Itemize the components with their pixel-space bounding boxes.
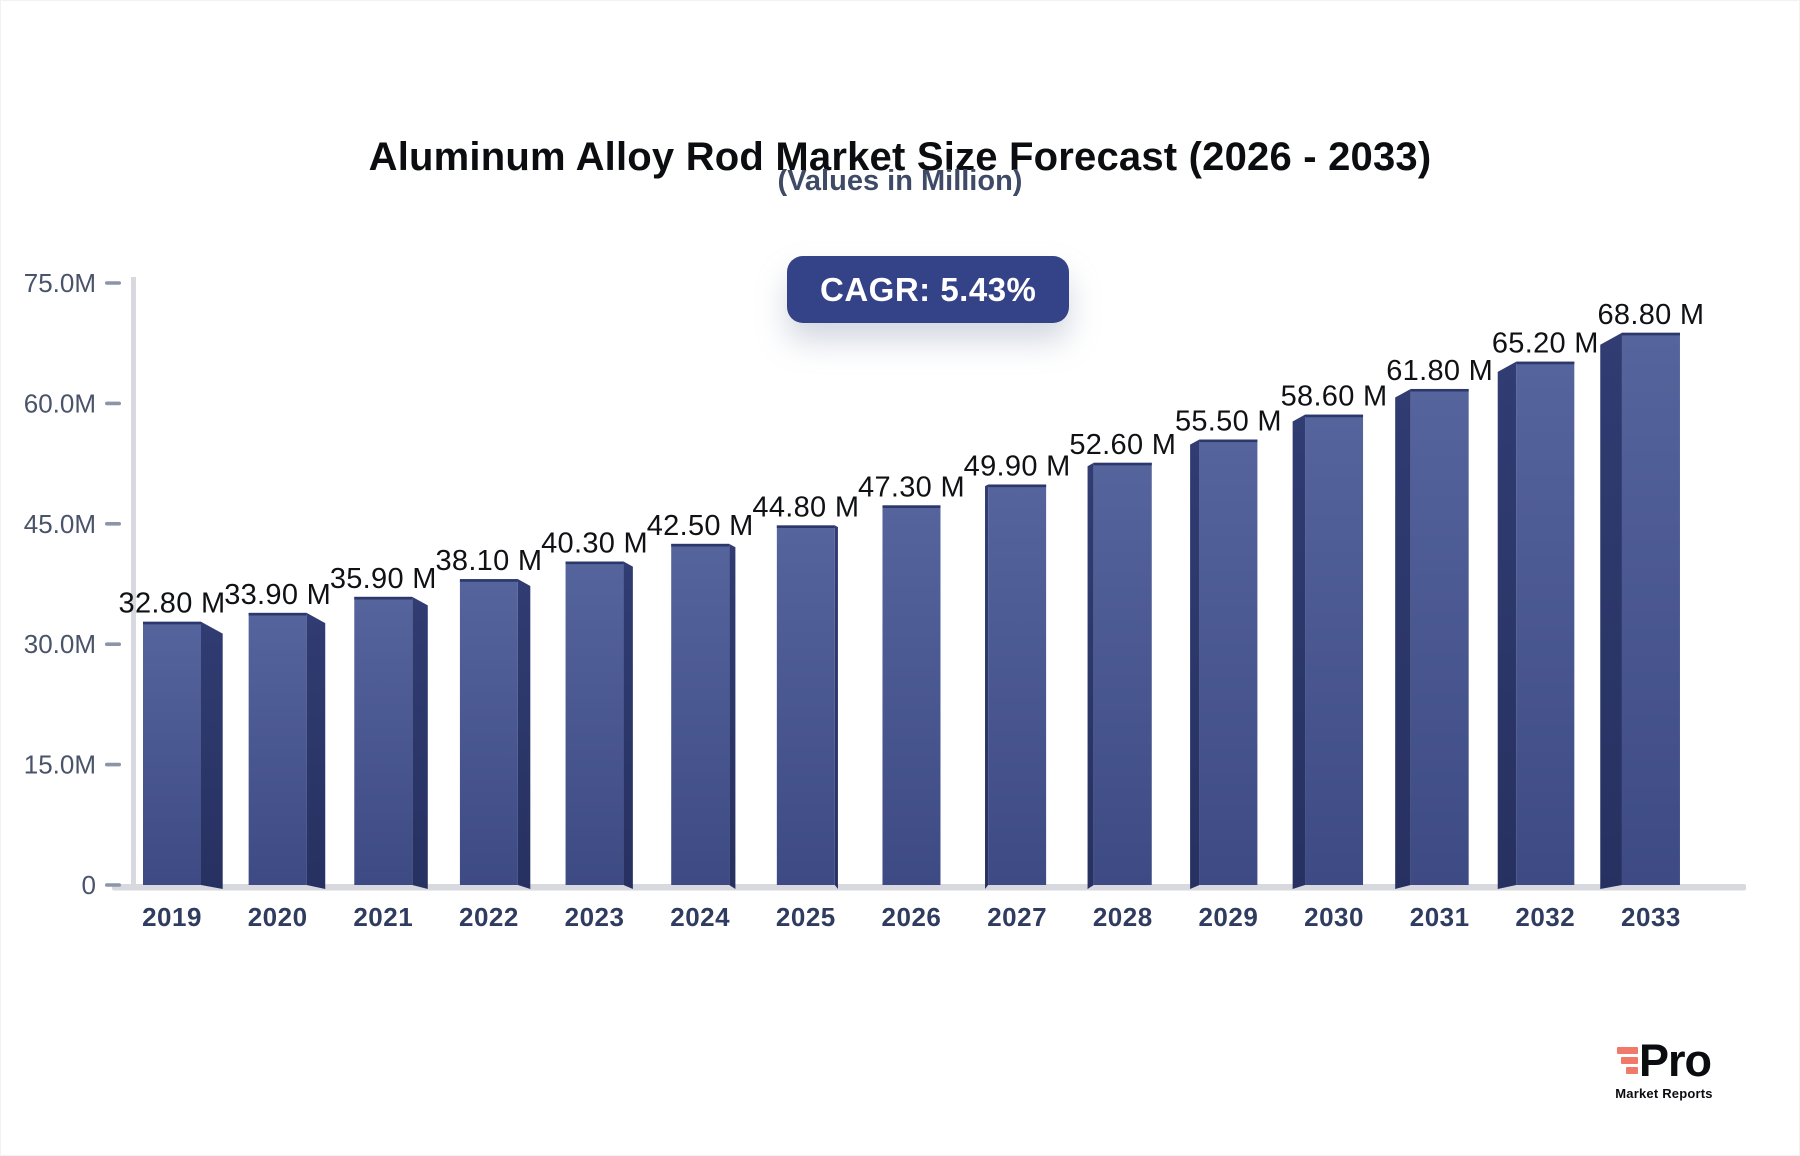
x-axis-category-label: 2029 — [1198, 902, 1258, 932]
bar-front-face — [671, 543, 730, 885]
bar-2021: 35.90 M 2021 — [330, 563, 437, 932]
bar-2023: 40.30 M 2023 — [541, 528, 648, 932]
y-axis-tick-label: 60.0M — [24, 388, 96, 418]
bar-front-face — [1199, 439, 1258, 885]
chart-subtitle: (Values in Million) — [777, 165, 1023, 197]
y-axis-tick — [105, 642, 121, 646]
y-axis-tick — [105, 281, 121, 285]
bar-side-face — [1395, 388, 1411, 889]
bar-value-label: 35.90 M — [330, 563, 437, 595]
bar-2022: 38.10 M 2022 — [435, 545, 542, 932]
x-axis-category-label: 2025 — [776, 902, 836, 932]
bar-2032: 65.20 M 2032 — [1492, 328, 1599, 932]
bar-front-face — [248, 612, 307, 885]
x-axis-category-label: 2024 — [670, 902, 730, 932]
bar-2033: 68.80 M 2033 — [1598, 299, 1705, 932]
page-title: Aluminum Alloy Rod Market Size Forecast … — [368, 134, 1432, 179]
bar-value-label: 58.60 M — [1281, 381, 1388, 413]
logo-row: Pro — [1616, 1035, 1712, 1086]
bar-side-face — [201, 621, 223, 889]
logo-name: Pro — [1638, 1035, 1712, 1086]
x-axis-category-label: 2020 — [248, 902, 308, 932]
bar-front-face — [1093, 462, 1152, 885]
bar-value-label: 47.30 M — [858, 471, 965, 503]
bar-side-face — [729, 543, 736, 889]
x-axis-category-label: 2030 — [1304, 902, 1364, 932]
bar-side-face — [985, 484, 989, 889]
x-axis-category-label: 2022 — [459, 902, 519, 932]
bar-value-label: 33.90 M — [224, 579, 331, 611]
y-axis-tick — [105, 762, 121, 767]
bar-value-label: 55.50 M — [1175, 406, 1282, 438]
bar-front-face — [1305, 414, 1364, 885]
bar-side-face — [412, 596, 428, 889]
x-axis-category-label: 2023 — [565, 902, 625, 932]
y-axis-tick-label: 45.0M — [24, 509, 96, 539]
x-axis-category-label: 2032 — [1515, 902, 1575, 932]
y-axis-tick-label: 15.0M — [24, 750, 96, 780]
x-axis-category-label: 2033 — [1621, 902, 1681, 932]
bar-2027: 49.90 M 2027 — [964, 450, 1071, 932]
y-axis-tick-label: 75.0M — [24, 268, 96, 298]
x-axis-category-label: 2026 — [882, 902, 942, 932]
bar-2029: 55.50 M 2029 — [1175, 406, 1282, 932]
bar-value-label: 49.90 M — [964, 450, 1071, 482]
logo-tagline: Market Reports — [1615, 1086, 1713, 1101]
bar-side-face — [306, 612, 326, 889]
pro-market-reports-logo: Pro Market Reports — [1604, 1038, 1724, 1101]
bar-value-label: 68.80 M — [1598, 299, 1705, 331]
x-axis-category-label: 2019 — [142, 902, 202, 932]
y-axis-tick-label: 0 — [82, 870, 96, 900]
bar-2030: 58.60 M 2030 — [1281, 381, 1388, 932]
bar-front-face — [988, 484, 1047, 885]
bar-value-label: 61.80 M — [1386, 355, 1493, 387]
bar-front-face — [565, 561, 624, 885]
bar-2025: 44.80 M 2025 — [752, 491, 859, 932]
bar-2020: 33.90 M 2020 — [224, 579, 331, 932]
bar-side-face — [623, 561, 633, 889]
bar-side-face — [517, 579, 531, 889]
x-axis-category-label: 2021 — [353, 902, 413, 932]
bar-front-face — [354, 596, 413, 885]
bar-front-face — [459, 579, 518, 885]
bar-2028: 52.60 M 2028 — [1069, 429, 1176, 932]
logo-speed-bars-icon — [1616, 1047, 1638, 1077]
bar-side-face — [1497, 361, 1517, 889]
bar-2024: 42.50 M 2024 — [647, 510, 754, 932]
cagr-badge: CAGR: 5.43% — [787, 256, 1070, 323]
x-axis-category-label: 2027 — [987, 902, 1047, 932]
bar-2026: 47.30 M 2026 — [858, 471, 965, 932]
bar-side-face — [1600, 332, 1622, 889]
y-axis-tick — [105, 522, 121, 526]
bar-front-face — [882, 505, 941, 885]
bar-value-label: 38.10 M — [435, 545, 542, 577]
bar-value-label: 32.80 M — [119, 588, 226, 620]
bar-2019: 32.80 M 2019 — [119, 588, 226, 932]
bar-value-label: 40.30 M — [541, 528, 648, 560]
bar-front-face — [143, 621, 201, 885]
bar-side-face — [1292, 414, 1306, 889]
bar-value-label: 42.50 M — [647, 510, 754, 542]
bar-front-face — [1516, 361, 1575, 885]
bar-side-face — [1087, 462, 1094, 889]
y-axis-tick — [105, 883, 121, 887]
y-axis-tick-label: 30.0M — [24, 629, 96, 659]
cagr-badge-label: CAGR: 5.43% — [820, 270, 1037, 308]
x-axis-category-label: 2028 — [1093, 902, 1153, 932]
bar-2031: 61.80 M 2031 — [1386, 355, 1493, 932]
bar-value-label: 52.60 M — [1069, 429, 1176, 461]
bar-front-face — [1621, 332, 1680, 885]
bar-front-face — [1410, 388, 1469, 885]
bar-value-label: 44.80 M — [752, 491, 859, 523]
bar-side-face — [834, 525, 838, 889]
bar-front-face — [776, 525, 835, 885]
y-axis-line — [131, 277, 136, 885]
y-axis-tick — [105, 401, 121, 406]
x-axis-category-label: 2031 — [1410, 902, 1470, 932]
bar-value-label: 65.20 M — [1492, 328, 1599, 360]
bar-side-face — [1190, 439, 1200, 889]
